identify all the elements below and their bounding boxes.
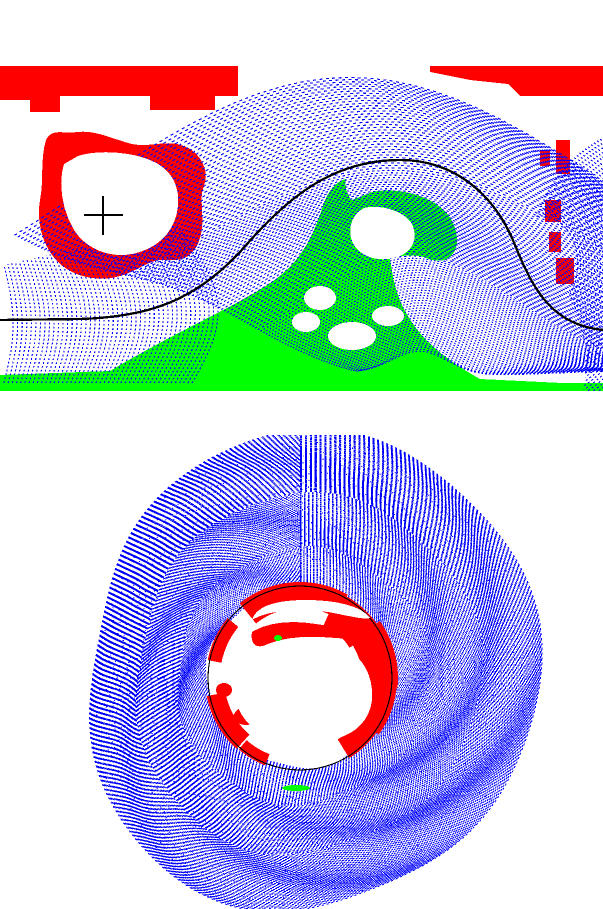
figure-canvas <box>0 0 603 909</box>
void-speckle-0 <box>304 286 336 310</box>
void-speckle-3 <box>372 306 404 326</box>
region-low-sliver-lower <box>282 785 310 791</box>
void-inner-right <box>346 669 368 703</box>
region-low-baseline <box>0 383 603 391</box>
scientific-field-plot <box>0 0 603 909</box>
void-speckle-2 <box>328 322 376 350</box>
region-high-speckle-4 <box>216 683 232 697</box>
region-low-sliver-upper <box>274 635 282 641</box>
void-speckle-1 <box>292 312 320 332</box>
cylindrical-projection-panel[interactable] <box>0 66 603 448</box>
